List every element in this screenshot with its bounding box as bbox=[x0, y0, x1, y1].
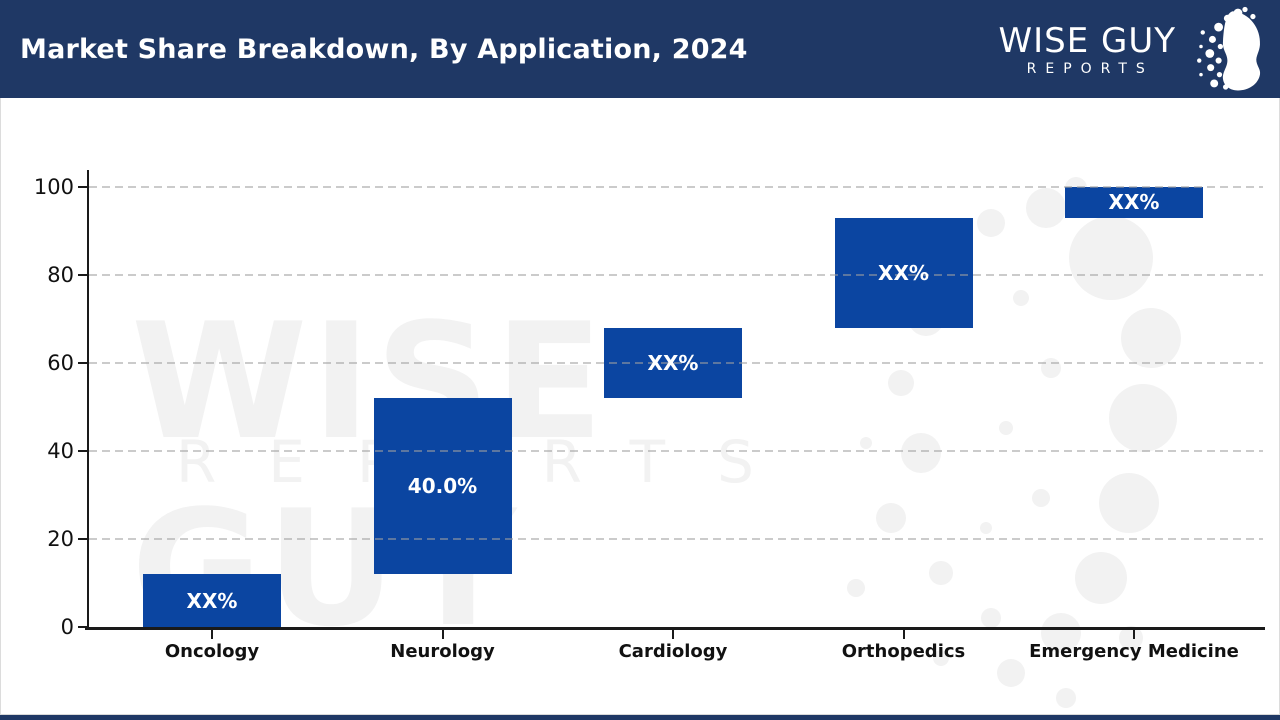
y-tick bbox=[78, 186, 87, 188]
bar-value-label: XX% bbox=[1108, 190, 1160, 215]
brand-logo-text: WISE GUY REPORTS bbox=[998, 24, 1176, 77]
bar-oncology bbox=[143, 574, 281, 627]
x-category-label-orthopedics: Orthopedics bbox=[841, 641, 966, 662]
x-tick bbox=[211, 630, 213, 639]
y-tick-label: 0 bbox=[60, 615, 74, 639]
x-category-label-cardiology: Cardiology bbox=[618, 641, 728, 662]
y-tick bbox=[78, 362, 87, 364]
y-tick-label: 40 bbox=[47, 439, 74, 463]
y-tick-label: 60 bbox=[47, 351, 74, 375]
y-tick-label: 100 bbox=[33, 175, 74, 199]
brand-subname: REPORTS bbox=[1026, 60, 1154, 77]
y-tick bbox=[78, 626, 87, 628]
x-tick bbox=[902, 630, 905, 639]
gridline-40 bbox=[89, 450, 1263, 452]
y-tick bbox=[78, 450, 87, 452]
y-axis-spine bbox=[87, 170, 89, 630]
y-tick bbox=[78, 274, 87, 276]
gridline-80 bbox=[89, 274, 1263, 276]
chart-area: WISE GUY REPORTS XX%40.0%XX%XX%XX%020406… bbox=[0, 98, 1280, 715]
brand-name: WISE GUY bbox=[998, 20, 1176, 61]
y-tick-label: 20 bbox=[47, 527, 74, 551]
footer-bar bbox=[0, 715, 1280, 720]
bar-orthopedics bbox=[834, 217, 973, 328]
x-tick bbox=[1133, 630, 1135, 639]
x-category-label-oncology: Oncology bbox=[164, 641, 260, 662]
bar-value-label: XX% bbox=[647, 351, 699, 375]
bar-value-label: XX% bbox=[186, 588, 238, 613]
bar-emergency-medicine bbox=[1065, 187, 1203, 218]
dotted-head-icon bbox=[1197, 6, 1261, 91]
gridline-20 bbox=[89, 538, 1263, 540]
gridline-100 bbox=[89, 186, 1263, 188]
bar-value-label: XX% bbox=[878, 260, 929, 285]
bar-neurology bbox=[373, 398, 512, 575]
x-axis-spine bbox=[85, 627, 1265, 630]
gridline-60 bbox=[89, 362, 1263, 364]
header-bar: Market Share Breakdown, By Application, … bbox=[0, 0, 1280, 98]
x-category-label-emergency-medicine: Emergency Medicine bbox=[1029, 641, 1239, 662]
y-tick-label: 80 bbox=[47, 263, 74, 287]
x-category-label-neurology: Neurology bbox=[390, 641, 495, 662]
x-tick bbox=[672, 630, 674, 639]
brand-logo: WISE GUY REPORTS bbox=[998, 6, 1266, 94]
chart-title: Market Share Breakdown, By Application, … bbox=[20, 33, 748, 65]
x-tick bbox=[441, 630, 444, 639]
y-tick bbox=[78, 538, 87, 540]
bar-value-label: 40.0% bbox=[407, 474, 478, 499]
